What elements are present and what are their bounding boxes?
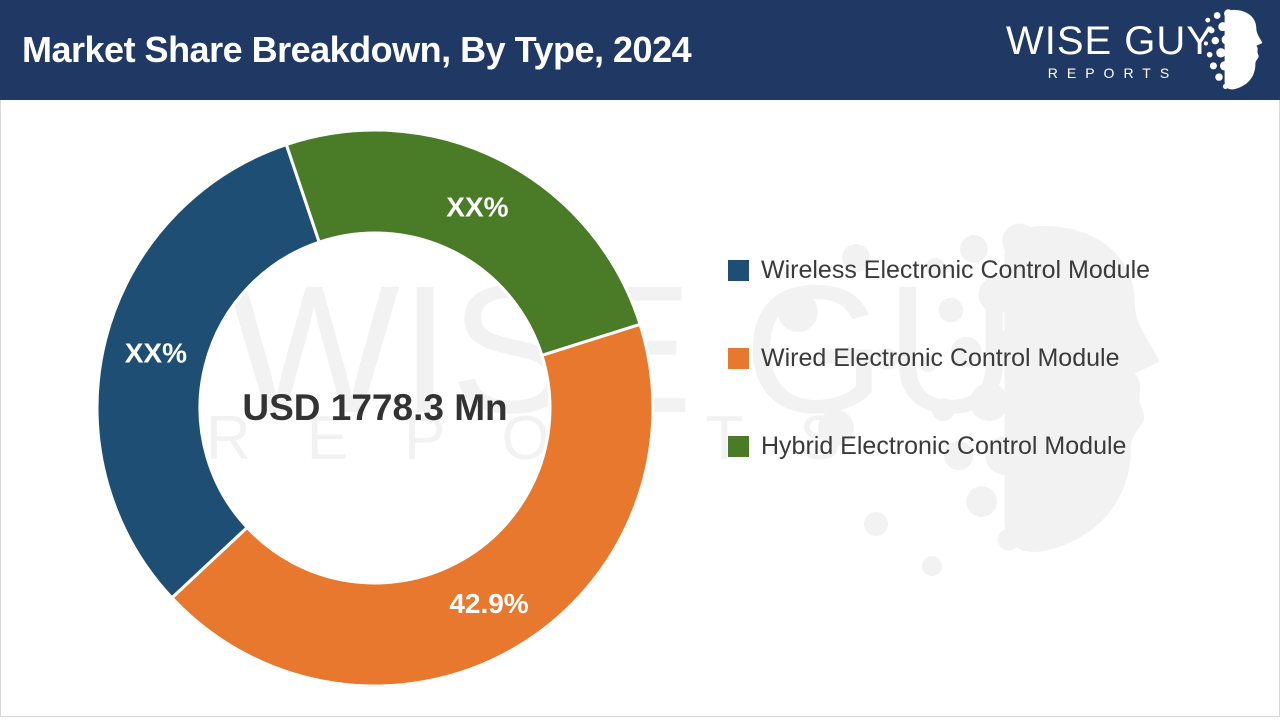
watermark-dot	[922, 556, 942, 576]
segment-percentage-label: XX%	[125, 338, 187, 369]
page-header: Market Share Breakdown, By Type, 2024 WI…	[0, 0, 1280, 100]
legend-label-wired: Wired Electronic Control Module	[761, 344, 1120, 372]
donut-segment	[284, 128, 642, 357]
watermark-dot	[818, 410, 854, 446]
chart-legend: Wireless Electronic Control Module Wired…	[728, 256, 1150, 461]
wise-guy-reports-logo: WISE GUY REPORTS	[1006, 6, 1266, 94]
legend-item-wireless: Wireless Electronic Control Module	[728, 256, 1150, 285]
watermark-dot	[778, 292, 818, 332]
legend-label-hybrid: Hybrid Electronic Control Module	[761, 432, 1127, 460]
logo-head-icon	[1200, 8, 1266, 92]
legend-swatch-hybrid	[728, 436, 749, 457]
donut-segment	[95, 143, 321, 600]
page-title: Market Share Breakdown, By Type, 2024	[22, 29, 692, 70]
segment-percentage-label: XX%	[446, 191, 508, 222]
logo-wordmark: WISE GUY	[1005, 19, 1214, 63]
legend-item-hybrid: Hybrid Electronic Control Module	[728, 432, 1150, 461]
donut-center-value: USD 1778.3 Mn	[242, 387, 508, 428]
watermark-dot	[842, 244, 870, 272]
legend-item-wired: Wired Electronic Control Module	[728, 344, 1150, 373]
watermark-dot	[876, 348, 898, 370]
legend-label-wireless: Wireless Electronic Control Module	[761, 256, 1151, 284]
legend-swatch-wireless	[728, 260, 749, 281]
donut-segment	[170, 322, 655, 688]
legend-swatch-wired	[728, 348, 749, 369]
logo-text: WISE GUY REPORTS	[1006, 19, 1214, 81]
watermark-dot	[864, 512, 888, 536]
segment-percentage-label: 42.9%	[449, 588, 528, 619]
logo-sub-wordmark: REPORTS	[1047, 65, 1179, 81]
